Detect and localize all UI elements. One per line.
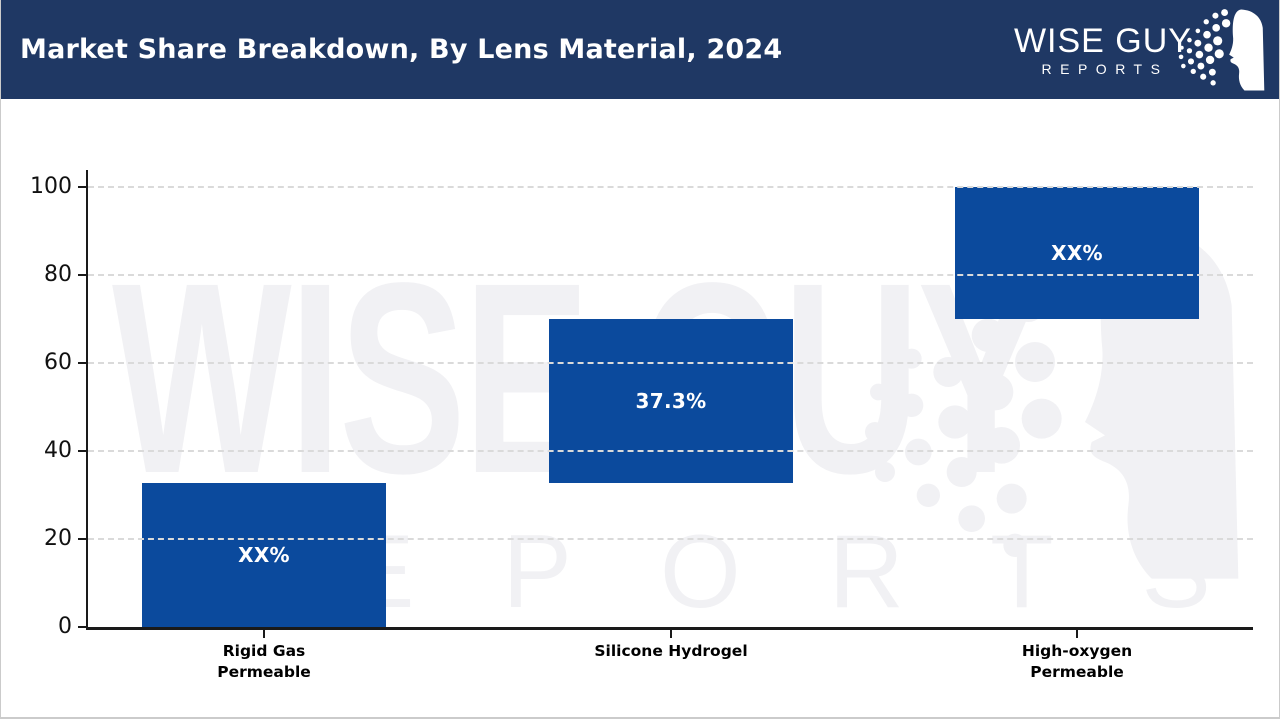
x-axis-line: [86, 627, 1253, 630]
x-axis-category-line: Silicone Hydrogel: [594, 642, 748, 660]
y-tick-mark: [78, 362, 87, 364]
x-axis-category-label: High-oxygen Permeable: [917, 641, 1237, 683]
gridline-40: [88, 450, 1253, 452]
x-axis-category-line: Rigid Gas: [222, 642, 306, 660]
y-tick-mark: [78, 450, 87, 452]
x-tick-mark: [1076, 630, 1078, 638]
gridline-80: [88, 274, 1253, 276]
plot-area: 0 20 40 60 80 100 XX% Rigid Gas Permeable 37.3% Si…: [30, 170, 1253, 681]
y-axis-tick-label: 80: [44, 262, 72, 287]
y-axis-tick-label: 60: [44, 350, 72, 375]
bar-value-label: 37.3%: [635, 389, 707, 414]
y-axis-tick-label: 100: [30, 174, 72, 199]
y-tick-mark: [78, 274, 87, 276]
y-tick-mark: [78, 186, 87, 188]
y-axis-tick-label: 40: [44, 438, 72, 463]
x-tick-mark: [670, 630, 672, 638]
brand-name: WISE GUY: [1013, 21, 1192, 60]
bar-segment: XX%: [142, 483, 386, 627]
bar-segment: XX%: [955, 187, 1199, 319]
x-axis-category-line: Permeable: [1030, 663, 1124, 681]
gridline-100: [88, 186, 1253, 188]
gridline-60: [88, 362, 1253, 364]
header-bar: Market Share Breakdown, By Lens Material…: [0, 0, 1280, 99]
y-axis-line: [86, 170, 88, 630]
y-tick-mark: [78, 538, 87, 540]
y-axis-tick-label: 20: [44, 526, 72, 551]
y-axis-tick-label: 0: [58, 614, 72, 639]
brand-logo: WISE GUY REPORTS: [1014, 6, 1268, 94]
x-axis-category-label: Rigid Gas Permeable: [104, 641, 424, 683]
bar-value-label: XX%: [238, 543, 290, 568]
bar-value-label: XX%: [1051, 241, 1103, 265]
dot-face-icon: [1178, 9, 1265, 91]
x-axis-category-line: Permeable: [217, 663, 311, 681]
brand-subtitle: REPORTS: [1041, 60, 1169, 77]
gridline-20: [88, 538, 1253, 540]
x-axis-category-line: High-oxygen: [1021, 642, 1133, 660]
x-tick-mark: [263, 630, 265, 638]
brand-logo-text: WISE GUY REPORTS: [1014, 24, 1192, 77]
chart-title: Market Share Breakdown, By Lens Material…: [20, 34, 783, 65]
bar-segment: 37.3%: [549, 319, 793, 484]
x-axis-category-label: Silicone Hydrogel: [511, 641, 831, 662]
y-tick-mark: [78, 626, 87, 628]
